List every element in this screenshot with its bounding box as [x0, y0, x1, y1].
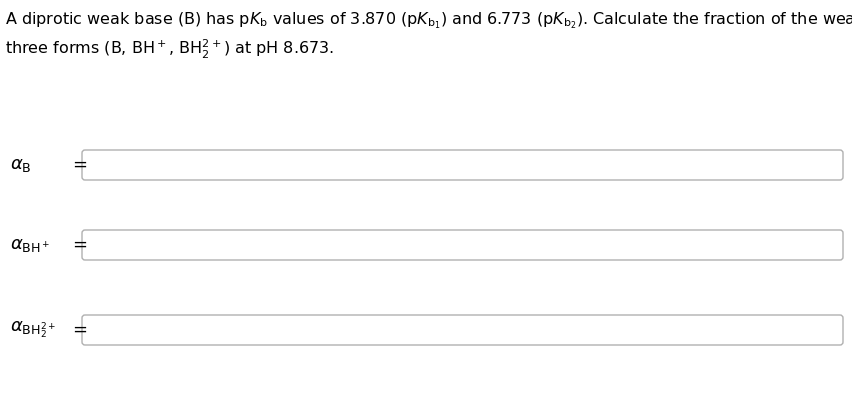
Text: $\alpha_{\mathrm{B}}$: $\alpha_{\mathrm{B}}$ — [10, 156, 32, 174]
Text: three forms (B, BH$^+$, BH$_2^{2+}$) at pH 8.673.: three forms (B, BH$^+$, BH$_2^{2+}$) at … — [5, 38, 334, 61]
Text: =: = — [72, 156, 87, 174]
Text: =: = — [72, 321, 87, 339]
FancyBboxPatch shape — [82, 230, 843, 260]
Text: $\alpha_{\mathrm{BH^+}}$: $\alpha_{\mathrm{BH^+}}$ — [10, 236, 50, 254]
Text: =: = — [72, 236, 87, 254]
Text: A diprotic weak base (B) has p$K_{\mathrm{b}}$ values of 3.870 (p$K_{\mathrm{b_1: A diprotic weak base (B) has p$K_{\mathr… — [5, 10, 852, 30]
FancyBboxPatch shape — [82, 315, 843, 345]
Text: $\alpha_{\mathrm{BH_2^{2+}}}$: $\alpha_{\mathrm{BH_2^{2+}}}$ — [10, 320, 56, 340]
FancyBboxPatch shape — [82, 150, 843, 180]
